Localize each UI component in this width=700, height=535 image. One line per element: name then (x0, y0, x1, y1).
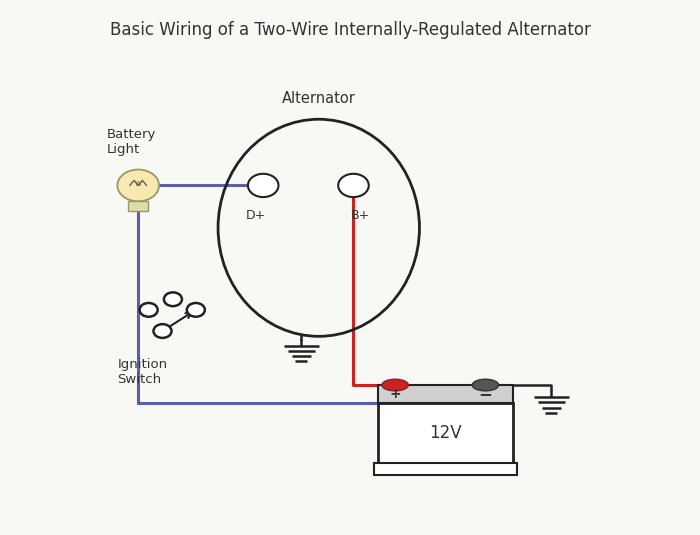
Text: W: W (135, 181, 141, 187)
Text: −: − (479, 385, 492, 403)
Circle shape (153, 324, 172, 338)
Text: +: + (389, 387, 401, 401)
Text: Ignition
Switch: Ignition Switch (118, 357, 167, 386)
Circle shape (164, 293, 182, 306)
Text: D+: D+ (246, 209, 267, 222)
Text: Basic Wiring of a Two-Wire Internally-Regulated Alternator: Basic Wiring of a Two-Wire Internally-Re… (110, 21, 590, 39)
Text: 12V: 12V (429, 424, 462, 442)
Text: B+: B+ (351, 209, 370, 222)
Bar (378, 385, 513, 402)
Text: Alternator: Alternator (282, 91, 356, 106)
Bar (129, 201, 148, 211)
Ellipse shape (382, 379, 408, 391)
Circle shape (139, 303, 158, 317)
Circle shape (118, 170, 159, 201)
Text: Battery
Light: Battery Light (107, 128, 156, 156)
Circle shape (248, 174, 279, 197)
Bar (374, 463, 517, 475)
Circle shape (187, 303, 205, 317)
Bar (378, 402, 513, 463)
Circle shape (338, 174, 369, 197)
Ellipse shape (473, 379, 498, 391)
